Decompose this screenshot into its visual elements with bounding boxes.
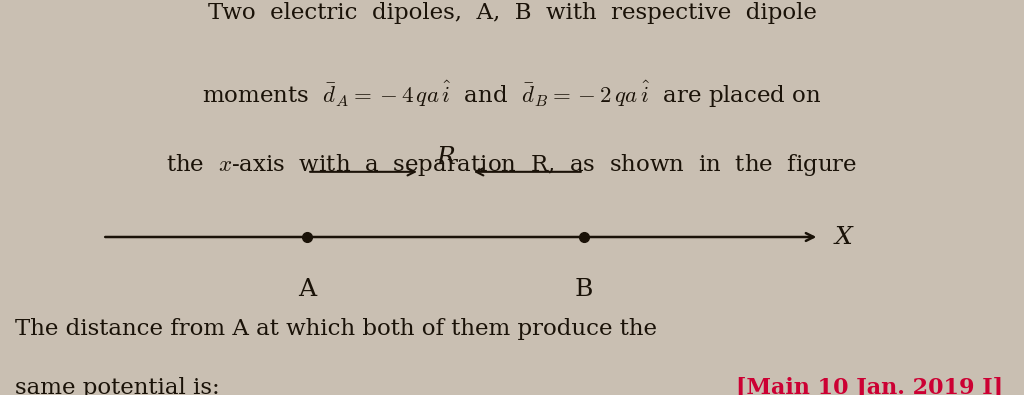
Text: X: X (835, 226, 852, 248)
Text: Two  electric  dipoles,  A,  B  with  respective  dipole: Two electric dipoles, A, B with respecti… (208, 2, 816, 24)
Text: moments  $\bar{d}_A = -4\,qa\,\hat{i}$  and  $\bar{d}_B = -2\,qa\,\hat{i}$  are : moments $\bar{d}_A = -4\,qa\,\hat{i}$ an… (202, 79, 822, 110)
Text: the  $x$-axis  with  a  separation  R,  as  shown  in  the  figure: the $x$-axis with a separation R, as sho… (166, 152, 858, 178)
Text: The distance from A at which both of them produce the: The distance from A at which both of the… (15, 318, 657, 340)
Text: [Main 10 Jan. 2019 I]: [Main 10 Jan. 2019 I] (736, 377, 1004, 395)
Text: B: B (574, 278, 593, 301)
Text: same potential is:: same potential is: (15, 377, 220, 395)
Text: R: R (436, 147, 455, 169)
Text: A: A (298, 278, 316, 301)
